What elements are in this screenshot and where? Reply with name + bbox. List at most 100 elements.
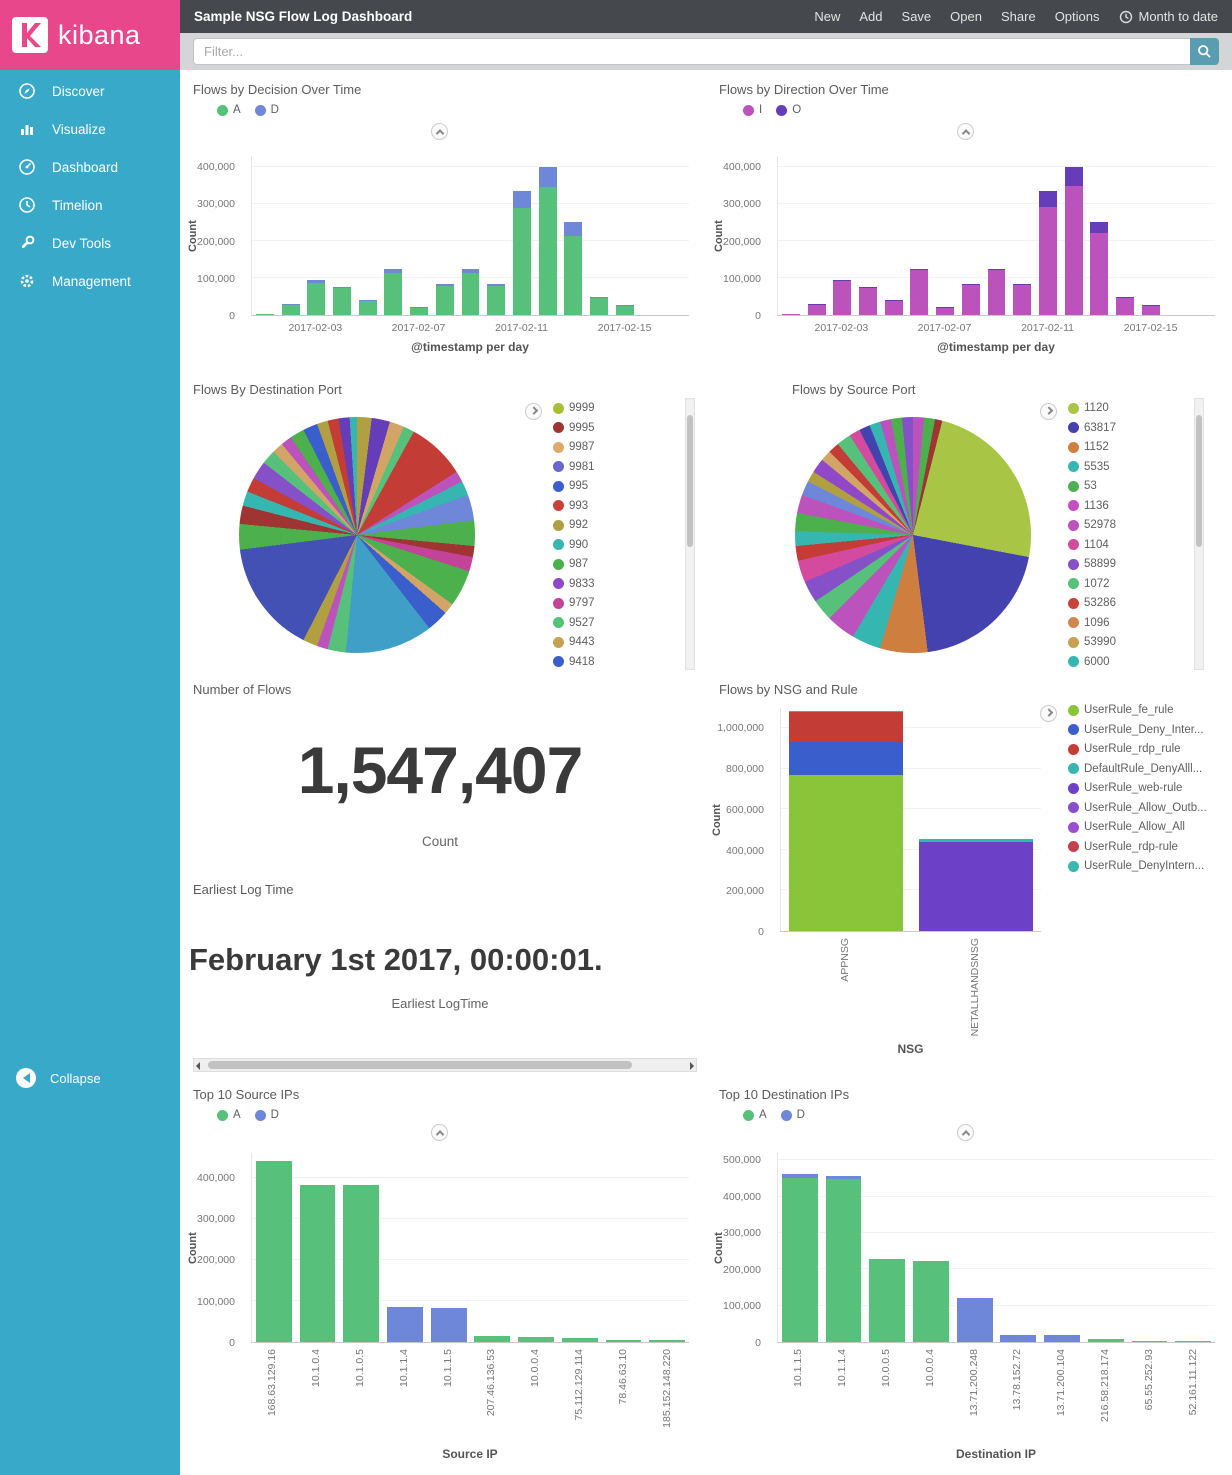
bar-D[interactable] [1000, 1334, 1037, 1342]
bar-A[interactable] [281, 304, 300, 315]
bar-A[interactable] [255, 313, 274, 315]
legend-item[interactable]: 990 [553, 539, 673, 551]
destination-port-pie-chart[interactable] [239, 417, 475, 653]
legend-item[interactable]: D [780, 1109, 805, 1121]
bar-D[interactable] [825, 1175, 862, 1180]
bar-I[interactable] [1038, 206, 1057, 315]
scroll-thumb[interactable] [208, 1061, 632, 1069]
bar-D[interactable] [358, 300, 377, 301]
legend-item[interactable]: O [776, 104, 801, 116]
sidebar-item-visualize[interactable]: Visualize [0, 110, 180, 148]
legend-item[interactable]: UserRule_DenyIntern... [1068, 860, 1220, 872]
scroll-thumb[interactable] [1196, 415, 1202, 547]
bar-A[interactable] [474, 1335, 511, 1342]
bar-I[interactable] [910, 270, 929, 315]
legend-item[interactable]: UserRule_Allow_All [1068, 821, 1220, 833]
sidebar-item-discover[interactable]: Discover [0, 72, 180, 110]
legend-toggle-icon[interactable] [1040, 705, 1057, 722]
legend-item[interactable]: 1096 [1068, 617, 1188, 629]
legend-item[interactable]: 52978 [1068, 519, 1188, 531]
legend-item[interactable]: 1072 [1068, 578, 1188, 590]
bar-I[interactable] [781, 313, 800, 315]
bar-D[interactable] [956, 1298, 993, 1342]
legend-toggle-icon[interactable] [1040, 403, 1057, 420]
bar-A[interactable] [590, 297, 609, 315]
legend-item[interactable]: UserRule_fe_rule [1068, 704, 1220, 716]
bar-O[interactable] [1038, 191, 1057, 207]
bar-D[interactable] [590, 296, 609, 298]
legend-item[interactable]: I [743, 104, 762, 116]
legend-item[interactable]: 6000 [1068, 656, 1188, 668]
legend-item[interactable]: 987 [553, 558, 673, 570]
bar-A[interactable] [781, 1178, 818, 1342]
menu-share[interactable]: Share [1000, 9, 1036, 24]
menu-new[interactable]: New [814, 9, 841, 24]
legend-item[interactable]: A [217, 1109, 241, 1121]
bar-A[interactable] [299, 1184, 336, 1342]
legend-item[interactable]: 9833 [553, 578, 673, 590]
bar-DefaultRule_DenyAlll...[interactable] [918, 838, 1034, 842]
legend-item[interactable]: A [217, 104, 241, 116]
legend-item[interactable]: 58899 [1068, 558, 1188, 570]
legend-item[interactable]: 9995 [553, 422, 673, 434]
legend-item[interactable]: 1152 [1068, 441, 1188, 453]
legend-item[interactable]: D [254, 104, 279, 116]
bar-A[interactable] [649, 1339, 686, 1342]
bar-D[interactable] [564, 221, 583, 236]
bar-A[interactable] [1087, 1339, 1124, 1342]
bar-I[interactable] [884, 300, 903, 315]
bar-I[interactable] [1064, 186, 1083, 315]
bar-A[interactable] [913, 1261, 949, 1342]
bar-A[interactable] [869, 1259, 906, 1342]
legend-item[interactable]: 53286 [1068, 597, 1188, 609]
sidebar-item-timelion[interactable]: Timelion [0, 186, 180, 224]
bar-A[interactable] [518, 1337, 554, 1342]
bar-A[interactable] [564, 235, 583, 315]
legend-item[interactable]: UserRule_Allow_Outb... [1068, 802, 1220, 814]
bar-D[interactable] [430, 1308, 467, 1342]
bar-A[interactable] [538, 187, 557, 315]
sidebar-collapse[interactable]: Collapse [16, 1068, 101, 1088]
legend-item[interactable]: 1104 [1068, 539, 1188, 551]
time-picker[interactable]: Month to date [1119, 9, 1218, 24]
legend-item[interactable]: UserRule_rdp_rule [1068, 743, 1220, 755]
legend-item[interactable]: 995 [553, 480, 673, 492]
legend-item[interactable]: 1136 [1068, 500, 1188, 512]
legend-item[interactable]: 63817 [1068, 422, 1188, 434]
sidebar-item-management[interactable]: Management [0, 262, 180, 300]
bar-A[interactable] [615, 305, 634, 315]
bar-O[interactable] [1090, 221, 1109, 233]
bar-D[interactable] [1044, 1335, 1080, 1342]
bar-I[interactable] [936, 307, 955, 315]
bar-D[interactable] [461, 268, 480, 273]
bar-A[interactable] [487, 285, 506, 315]
bar-O[interactable] [961, 283, 980, 285]
bar-I[interactable] [833, 280, 852, 315]
legend-toggle-icon[interactable] [525, 403, 542, 420]
bar-O[interactable] [987, 268, 1006, 271]
legend-item[interactable]: 9443 [553, 636, 673, 648]
bar-D[interactable] [538, 167, 557, 188]
bar-DefaultRule_DenyAlll...[interactable] [788, 711, 904, 713]
source-port-pie-chart[interactable] [795, 417, 1031, 653]
collapse-chevron-icon[interactable] [431, 123, 448, 140]
legend-item[interactable]: 53990 [1068, 636, 1188, 648]
bar-I[interactable] [1090, 232, 1109, 315]
bar-I[interactable] [1141, 305, 1160, 315]
bar-I[interactable] [961, 284, 980, 315]
kibana-logo[interactable]: kibana [0, 0, 180, 70]
legend-item[interactable]: UserRule_Deny_Inter... [1068, 724, 1220, 736]
bar-UserRule_web-rule[interactable] [918, 841, 1034, 931]
collapse-chevron-icon[interactable] [957, 123, 974, 140]
bar-D[interactable] [332, 286, 351, 289]
menu-options[interactable]: Options [1054, 9, 1100, 24]
bar-A[interactable] [255, 1161, 292, 1342]
legend-item[interactable]: UserRule_rdp-rule [1068, 841, 1220, 853]
bar-A[interactable] [343, 1184, 380, 1342]
bar-D[interactable] [384, 268, 403, 273]
filter-input[interactable] [193, 38, 1190, 65]
bar-O[interactable] [1013, 283, 1032, 285]
menu-save[interactable]: Save [901, 9, 932, 24]
bar-D[interactable] [307, 279, 326, 284]
bar-UserRule_rdp_rule[interactable] [788, 712, 904, 743]
